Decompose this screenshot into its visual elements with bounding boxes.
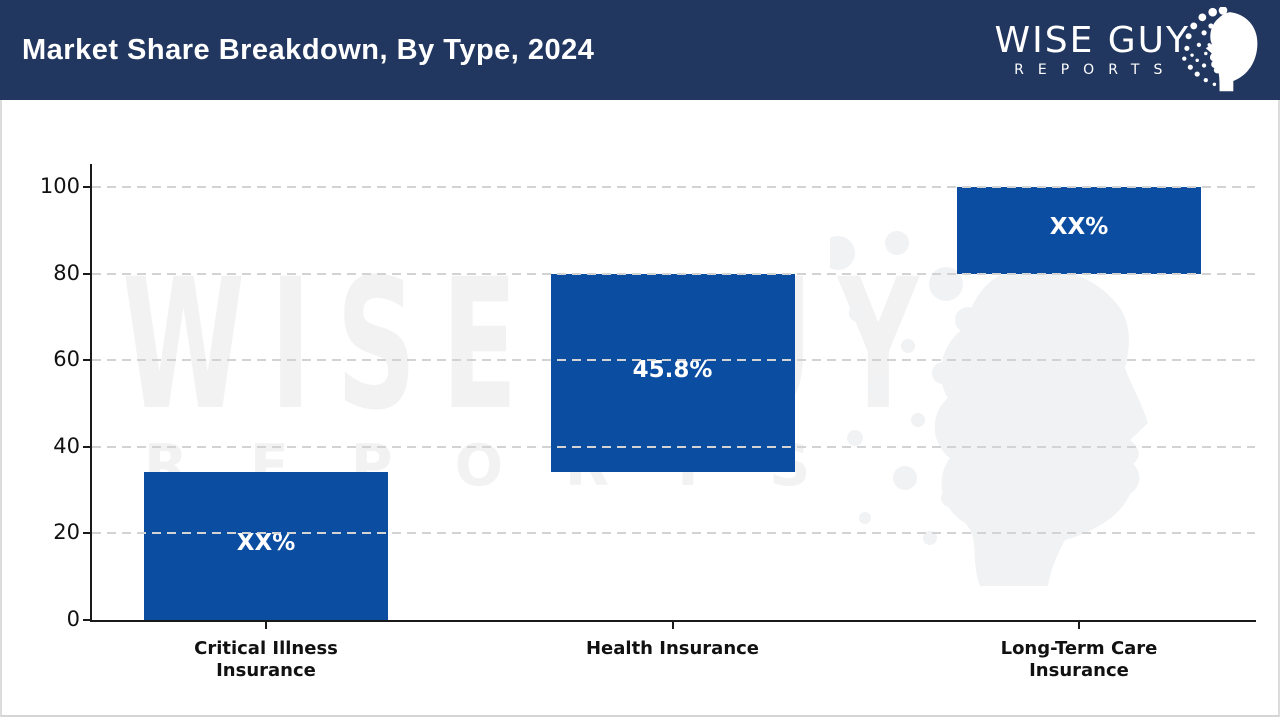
watermark-head-icon xyxy=(830,231,1148,586)
bar: 45.8% xyxy=(550,273,795,472)
x-category-label: Critical Illness Insurance xyxy=(194,638,338,681)
x-tick-mark xyxy=(671,622,674,629)
logo: WISE GUY REPORTS xyxy=(995,7,1267,93)
x-tick-mark xyxy=(1078,622,1080,629)
y-axis-spine xyxy=(90,164,92,622)
y-tick-mark xyxy=(83,272,91,275)
y-tick-mark xyxy=(83,619,91,621)
y-tick-label: 40 xyxy=(53,433,80,458)
logo-head-icon xyxy=(1182,7,1258,92)
page-title: Market Share Breakdown, By Type, 2024 xyxy=(22,33,595,66)
chart-canvas: WISE GUY REPORTS XX% 45.8% XX% 0 20 40 60 80 10… xyxy=(0,100,1280,717)
gridline xyxy=(92,186,1255,188)
logo-name: WISE GUY xyxy=(994,20,1190,62)
y-tick-mark xyxy=(83,445,91,448)
y-tick-label: 20 xyxy=(53,520,80,545)
x-tick-mark xyxy=(265,622,267,629)
x-category-label: Health Insurance xyxy=(585,638,760,659)
gridline xyxy=(92,359,1255,362)
gridline xyxy=(92,445,1255,448)
logo-tagline: REPORTS xyxy=(1014,61,1177,78)
y-tick-label: 100 xyxy=(39,174,80,198)
x-axis-spine xyxy=(90,620,1256,622)
y-tick-label: 60 xyxy=(53,347,80,372)
bar: XX% xyxy=(957,187,1201,274)
watermark-name: WISE GUY xyxy=(122,241,944,450)
y-tick-label: 0 xyxy=(66,607,80,631)
y-tick-label: 80 xyxy=(53,260,80,285)
y-tick-mark xyxy=(83,186,91,188)
bar: XX% xyxy=(144,471,388,620)
header: Market Share Breakdown, By Type, 2024 WI… xyxy=(0,0,1280,100)
gridline xyxy=(92,272,1255,275)
gridline xyxy=(92,532,1255,535)
bar-value-label: XX% xyxy=(1049,214,1109,241)
y-tick-mark xyxy=(83,359,91,362)
y-tick-mark xyxy=(83,532,91,535)
logo-text: WISE GUY REPORTS xyxy=(995,22,1191,78)
x-category-label: Long-Term Care Insurance xyxy=(1000,638,1158,681)
